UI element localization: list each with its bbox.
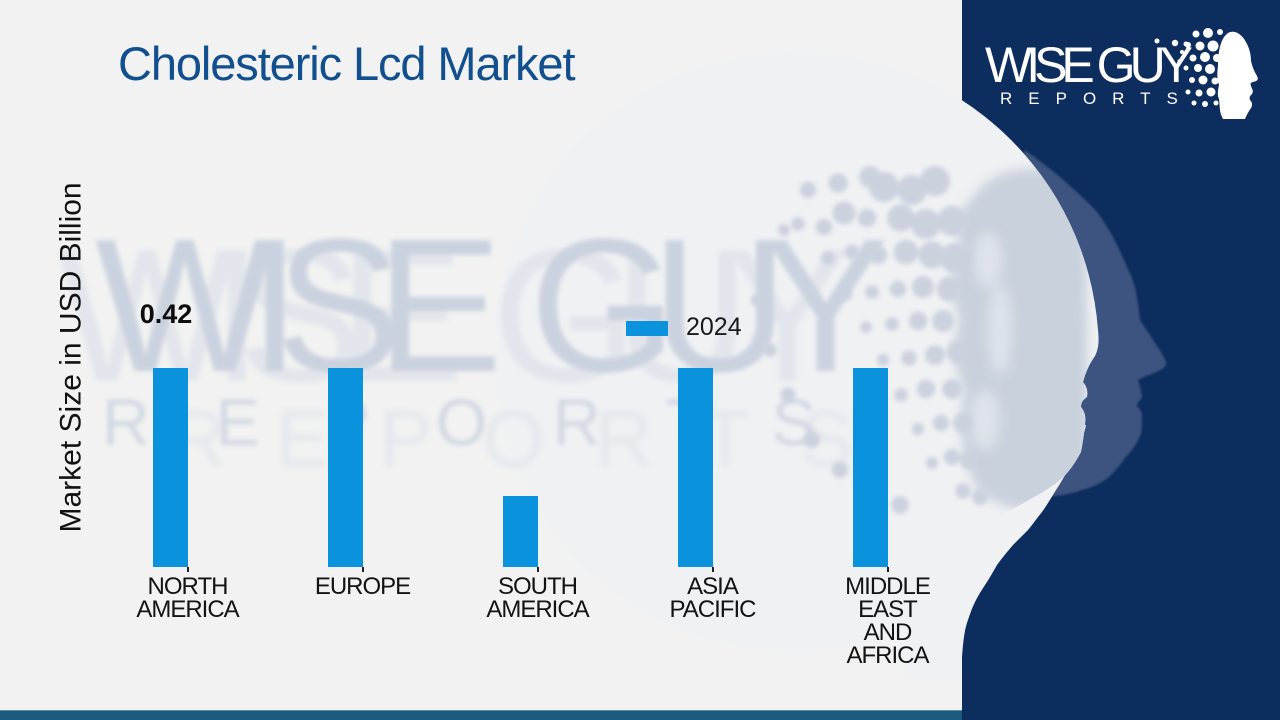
svg-text:WISE GUY: WISE GUY bbox=[985, 37, 1193, 93]
svg-text:REPORTS: REPORTS bbox=[1000, 89, 1194, 108]
